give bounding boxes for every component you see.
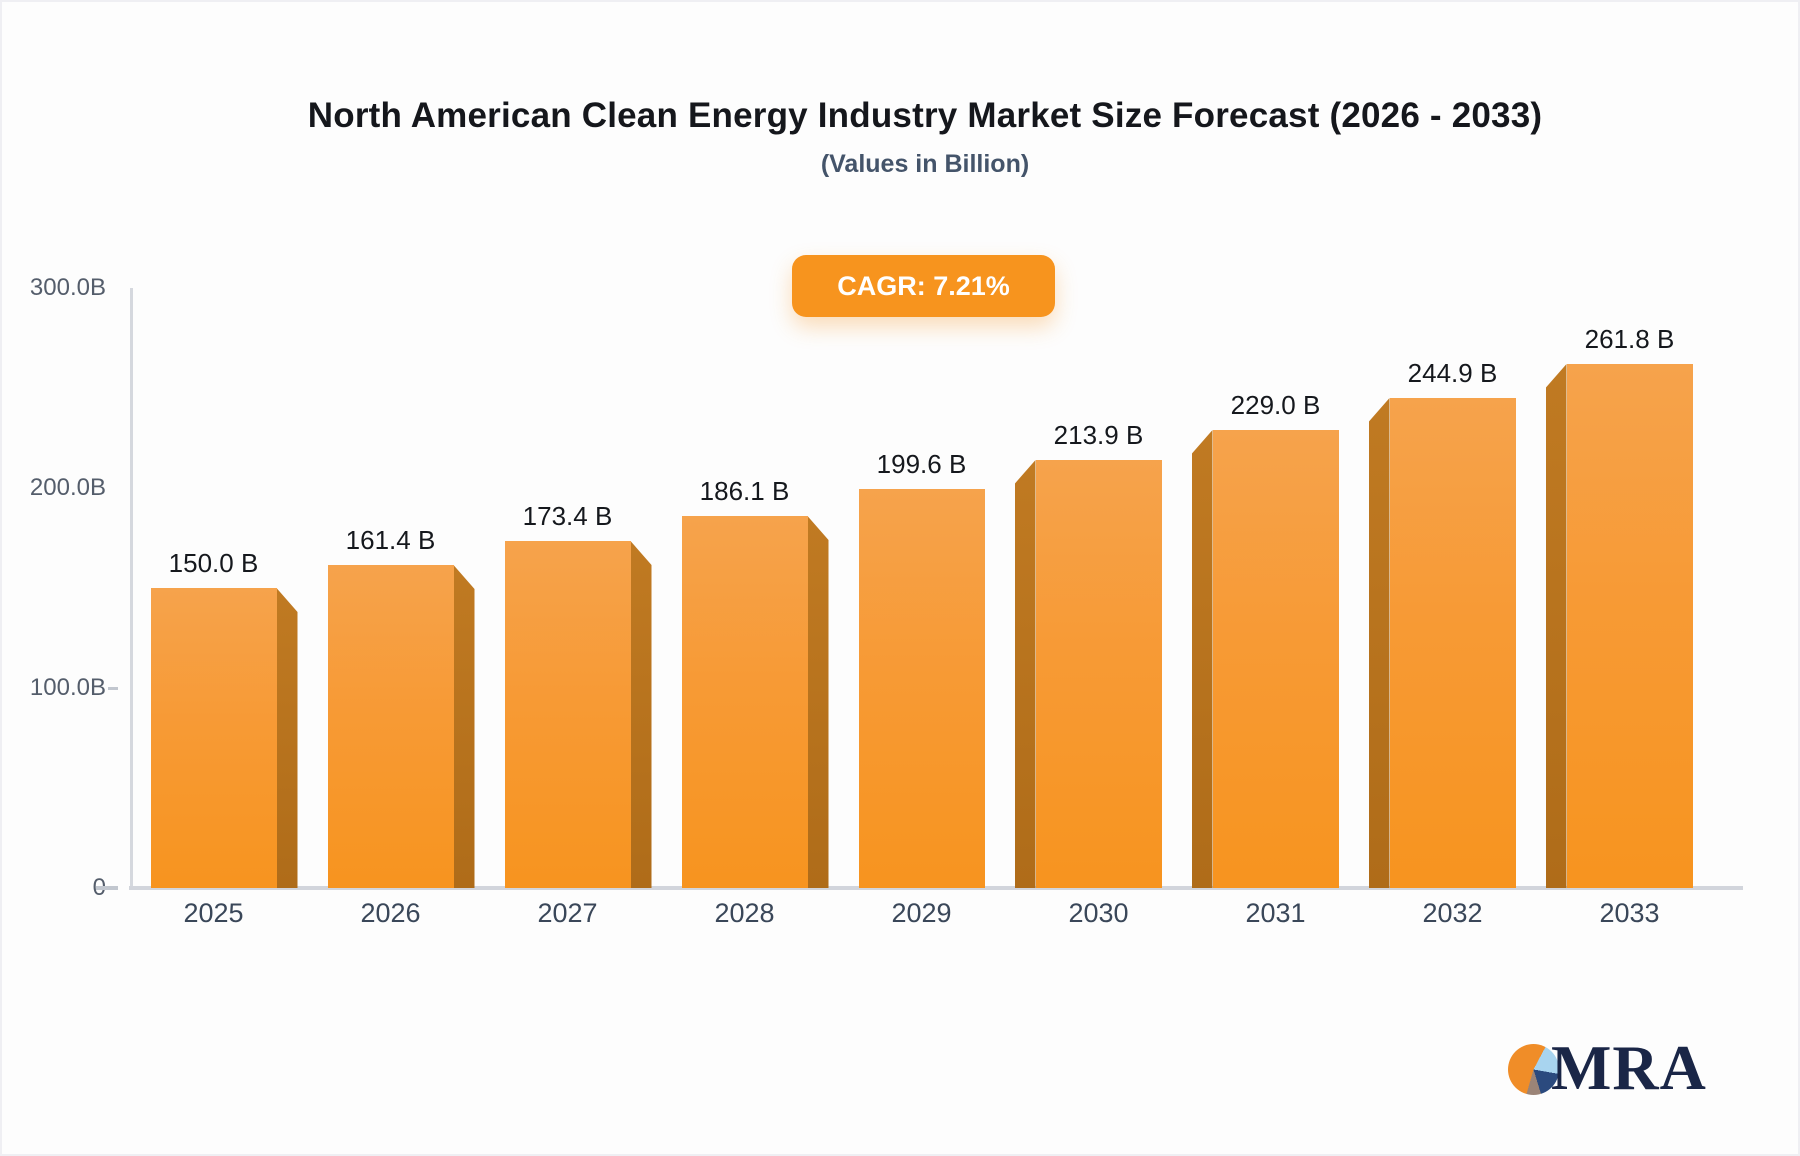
x-tick-label-2030: 2030 — [1068, 898, 1129, 928]
bar-3d-side-2027 — [630, 541, 652, 888]
x-tick-label-2031: 2031 — [1245, 898, 1306, 928]
bar-value-label-2025: 150.0 B — [168, 548, 259, 578]
bar-2029 — [858, 489, 985, 888]
x-tick-label-2032: 2032 — [1422, 898, 1483, 928]
bar-2025 — [150, 588, 277, 888]
bar-3d-side-2026 — [453, 565, 475, 888]
bar-value-label-2026: 161.4 B — [345, 525, 436, 555]
bar-3d-side-2028 — [807, 516, 829, 888]
bar-3d-side-2030 — [1014, 460, 1036, 888]
y-axis-line — [130, 288, 133, 889]
bar-3d-side-2033 — [1545, 364, 1567, 888]
x-tick-label-2025: 2025 — [183, 898, 244, 928]
bar-2032 — [1389, 398, 1516, 888]
chart-subtitle: (Values in Billion) — [820, 150, 1030, 178]
bar-3d-side-2025 — [276, 588, 298, 888]
y-tick-label-100: 100.0B — [29, 674, 106, 701]
bar-2027 — [504, 541, 631, 888]
y-tick-mark-100 — [108, 687, 118, 690]
bar-2028 — [681, 516, 808, 888]
bar-3d-side-2031 — [1191, 430, 1213, 888]
bar-value-label-2033: 261.8 B — [1584, 324, 1675, 354]
y-tick-label-0: 0 — [0, 873, 106, 903]
x-tick-label-2026: 2026 — [360, 898, 421, 928]
y-tick-label-200: 200.0B — [29, 474, 106, 501]
x-axis-line — [129, 886, 1743, 890]
chart-title: North American Clean Energy Industry Mar… — [307, 96, 1543, 135]
bar-value-label-2031: 229.0 B — [1230, 390, 1321, 420]
x-tick-label-2029: 2029 — [891, 898, 952, 928]
bar-value-label-2029: 199.6 B — [876, 449, 967, 479]
bar-value-label-2030: 213.9 B — [1053, 420, 1144, 450]
bar-2031 — [1212, 430, 1339, 888]
bar-2033 — [1566, 364, 1693, 888]
y-tick-mark-0 — [96, 886, 118, 890]
y-tick-label-300: 300.0B — [29, 274, 106, 301]
bar-value-label-2032: 244.9 B — [1407, 358, 1498, 388]
bar-2030 — [1035, 460, 1162, 888]
mra-logo-pie-icon — [1508, 1044, 1559, 1095]
bar-value-label-2027: 173.4 B — [522, 501, 613, 531]
bar-3d-side-2032 — [1368, 398, 1390, 888]
bar-2026 — [327, 565, 454, 888]
cagr-badge: CAGR: 7.21% — [792, 255, 1055, 317]
bar-value-label-2028: 186.1 B — [699, 476, 790, 506]
x-tick-label-2027: 2027 — [537, 898, 598, 928]
x-tick-label-2028: 2028 — [714, 898, 775, 928]
mra-logo-text: MRA — [1551, 1032, 1707, 1103]
x-tick-label-2033: 2033 — [1599, 898, 1660, 928]
